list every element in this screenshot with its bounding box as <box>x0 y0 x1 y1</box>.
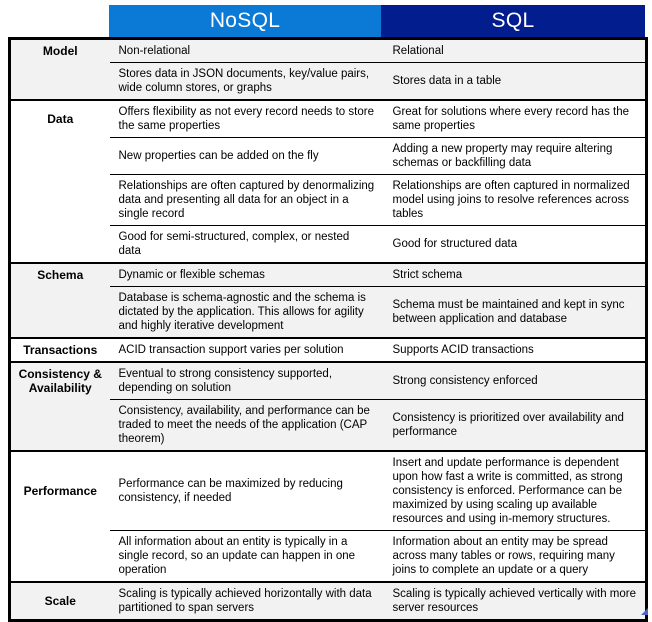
table-row: Data Offers flexibility as not every reco… <box>9 99 647 138</box>
row-group-label <box>9 62 110 100</box>
row-group-label: Data <box>9 99 110 138</box>
table-row: Consistency, availability, and performan… <box>9 399 647 451</box>
row-group-label <box>9 286 110 338</box>
nosql-cell: Good for semi-structured, complex, or ne… <box>109 225 384 263</box>
table-row: Stores data in JSON documents, key/value… <box>9 62 647 100</box>
nosql-cell: All information about an entity is typic… <box>109 530 384 582</box>
nosql-cell: Eventual to strong consistency supported… <box>109 361 384 400</box>
sql-cell: Strong consistency enforced <box>383 361 647 400</box>
sql-cell: Strict schema <box>383 262 647 287</box>
sql-cell: Consistency is prioritized over availabi… <box>383 399 647 451</box>
nosql-cell: Stores data in JSON documents, key/value… <box>109 62 384 100</box>
column-header-sql: SQL <box>381 5 645 37</box>
table-row: Scale Scaling is typically achieved horiz… <box>9 581 647 621</box>
row-group-label <box>10 531 110 583</box>
sql-cell: Supports ACID transactions <box>383 337 647 362</box>
table-row: Relationships are often captured by deno… <box>10 174 647 226</box>
nosql-cell: Scaling is typically achieved horizontal… <box>109 581 384 621</box>
row-group-label <box>10 138 110 175</box>
table-row: Schema Dynamic or flexible schemas Strict … <box>9 262 647 287</box>
row-group-label: Scale <box>9 581 110 621</box>
table-row: Model Non-relational Relational <box>9 37 647 63</box>
table-header: NoSQL SQL <box>8 5 652 37</box>
sql-cell: Relationships are often captured in norm… <box>383 174 647 226</box>
sql-cell: Stores data in a table <box>383 62 647 100</box>
nosql-cell: Database is schema-agnostic and the sche… <box>109 286 384 338</box>
header-spacer <box>8 5 109 37</box>
row-group-label: Consistency & Availability <box>9 361 110 400</box>
sql-cell: Great for solutions where every record h… <box>383 99 647 138</box>
nosql-cell: New properties can be added on the fly <box>109 137 384 175</box>
table-row: Good for semi-structured, complex, or ne… <box>10 225 647 264</box>
nosql-cell: Non-relational <box>109 37 384 63</box>
nosql-cell: Consistency, availability, and performan… <box>109 399 384 451</box>
table-row: Performance Performance can be maximized … <box>9 450 647 531</box>
comparison-table: Model Non-relational Relational Stores data… <box>8 37 648 622</box>
row-group-label: Schema <box>9 262 110 287</box>
row-group-label: Performance <box>9 450 110 531</box>
table-row: New properties can be added on the fly Ad… <box>10 137 647 175</box>
nosql-cell: Relationships are often captured by deno… <box>109 174 384 226</box>
row-group-label: Model <box>9 37 110 63</box>
nosql-cell: ACID transaction support varies per solu… <box>109 337 384 362</box>
table-row: Transactions ACID transaction support var… <box>9 337 647 362</box>
row-group-label <box>9 399 110 451</box>
nosql-cell: Performance can be maximized by reducing… <box>109 450 384 531</box>
table-row: All information about an entity is typic… <box>10 530 647 583</box>
row-group-label <box>10 175 110 226</box>
sql-cell: Insert and update performance is depende… <box>383 450 647 531</box>
row-group-label: Transactions <box>9 337 110 362</box>
nosql-cell: Offers flexibility as not every record n… <box>109 99 384 138</box>
sql-cell: Relational <box>383 37 647 63</box>
sql-cell: Adding a new property may require alteri… <box>383 137 647 175</box>
column-header-nosql: NoSQL <box>109 5 381 37</box>
row-group-label <box>10 226 110 264</box>
table-row: Consistency & Availability Eventual to st… <box>9 361 647 400</box>
table-row: Database is schema-agnostic and the sche… <box>9 286 647 338</box>
sql-cell: Schema must be maintained and kept in sy… <box>383 286 647 338</box>
sql-cell: Information about an entity may be sprea… <box>383 530 647 582</box>
nosql-cell: Dynamic or flexible schemas <box>109 262 384 287</box>
sql-cell: Scaling is typically achieved vertically… <box>383 581 647 621</box>
sql-cell: Good for structured data <box>383 225 647 263</box>
